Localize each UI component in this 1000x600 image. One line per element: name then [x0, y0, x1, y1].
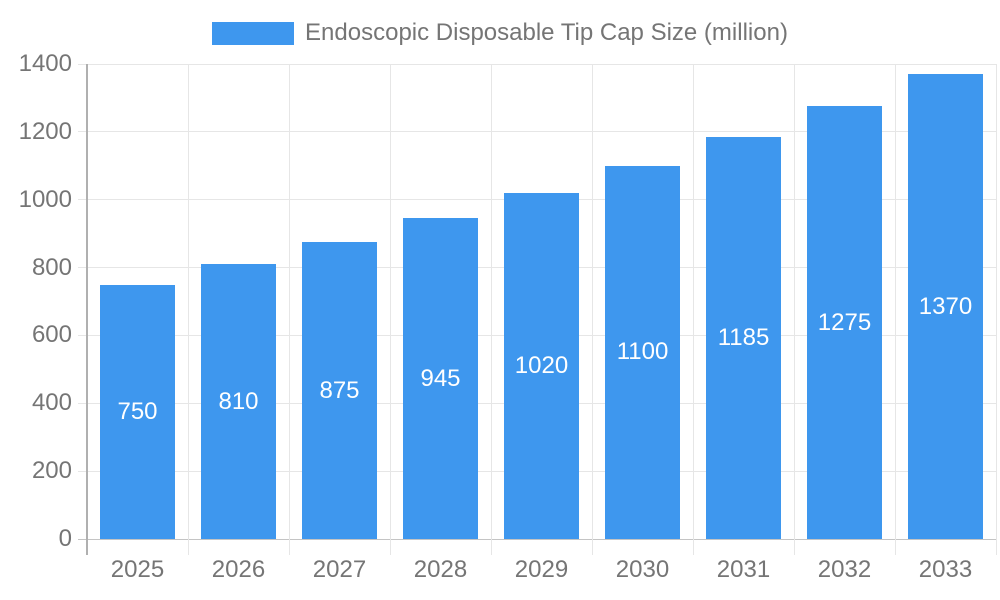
bar: 810: [201, 264, 276, 539]
y-axis-line: [86, 64, 88, 555]
y-gridline: [87, 63, 996, 65]
x-gridline: [591, 64, 593, 539]
x-tick: [793, 539, 795, 555]
x-gridline: [995, 64, 997, 539]
bar: 1185: [706, 136, 781, 539]
x-tick: [389, 539, 391, 555]
x-gridline: [389, 64, 391, 539]
bar-value-label: 875: [319, 376, 360, 404]
bar-value-label: 1020: [514, 351, 569, 379]
legend-swatch-icon: [212, 21, 295, 45]
y-tick-label: 200: [31, 457, 72, 485]
bar-value-label: 1185: [717, 323, 770, 351]
x-gridline: [490, 64, 492, 539]
y-tick-label: 800: [31, 253, 72, 281]
x-tick: [692, 539, 694, 555]
bar-value-label: 1275: [817, 308, 872, 336]
y-tick: [78, 402, 87, 404]
x-tick: [288, 539, 290, 555]
bar-value-label: 810: [218, 387, 259, 415]
x-tick: [490, 539, 492, 555]
x-tick-label: 2032: [817, 556, 872, 583]
x-gridline: [692, 64, 694, 539]
bar-value-label: 1370: [918, 292, 973, 320]
y-tick: [78, 199, 87, 201]
y-gridline: [87, 131, 996, 133]
bar-value-label: 750: [117, 397, 158, 425]
y-tick-label: 1400: [18, 50, 72, 77]
bar: 1020: [504, 192, 579, 539]
y-tick-label: 600: [31, 321, 72, 349]
x-tick: [591, 539, 593, 555]
x-tick: [187, 539, 189, 555]
x-axis-baseline: [87, 538, 996, 540]
bar: 750: [100, 284, 175, 539]
bar-value-label: 945: [420, 364, 461, 392]
x-tick-label: 2025: [110, 556, 165, 583]
x-gridline: [288, 64, 290, 539]
x-gridline: [187, 64, 189, 539]
y-tick: [78, 63, 87, 65]
bar: 875: [302, 242, 377, 539]
bar: 1100: [605, 165, 680, 539]
x-tick-label: 2028: [413, 556, 468, 583]
x-tick-label: 2031: [716, 556, 771, 583]
x-tick: [995, 539, 997, 555]
x-tick-label: 2026: [211, 556, 266, 583]
y-tick: [78, 267, 87, 269]
x-tick-label: 2027: [312, 556, 367, 583]
y-tick-label: 1000: [18, 185, 72, 213]
chart-legend[interactable]: Endoscopic Disposable Tip Cap Size (mill…: [0, 18, 1000, 48]
y-tick-label: 400: [31, 389, 72, 417]
bar: 1370: [908, 74, 983, 539]
y-tick: [78, 470, 87, 472]
bar-value-label: 1100: [616, 338, 669, 366]
x-gridline: [894, 64, 896, 539]
y-tick-label: 0: [58, 525, 72, 552]
bar: 945: [403, 218, 478, 539]
x-tick-label: 2030: [615, 556, 670, 583]
y-tick: [78, 538, 87, 540]
y-tick: [78, 334, 87, 336]
bar: 1275: [807, 106, 882, 539]
x-tick: [894, 539, 896, 555]
x-gridline: [793, 64, 795, 539]
x-tick-label: 2029: [514, 556, 569, 583]
legend-label: Endoscopic Disposable Tip Cap Size (mill…: [305, 19, 788, 46]
x-tick-label: 2033: [918, 556, 973, 583]
y-tick: [78, 131, 87, 133]
y-tick-label: 1200: [18, 117, 72, 145]
